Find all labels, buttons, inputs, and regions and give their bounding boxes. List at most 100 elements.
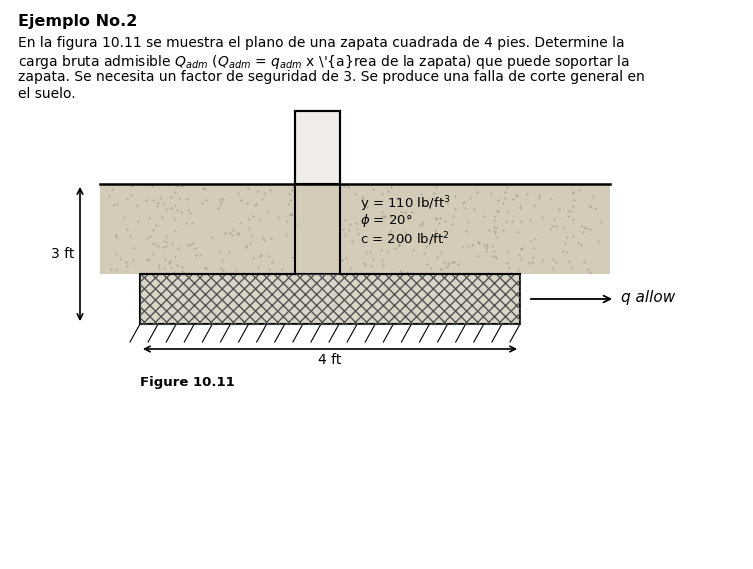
Point — [154, 193, 166, 202]
Point — [169, 215, 181, 224]
Point — [184, 208, 197, 217]
Point — [567, 214, 579, 223]
Point — [121, 195, 133, 204]
Point — [437, 258, 450, 267]
Point — [226, 230, 238, 240]
Point — [252, 263, 264, 272]
Point — [265, 234, 277, 243]
Point — [514, 216, 526, 225]
Point — [511, 190, 523, 199]
Point — [575, 240, 587, 249]
Point — [488, 215, 500, 224]
Point — [143, 255, 155, 265]
Point — [492, 196, 504, 205]
Point — [462, 217, 474, 226]
Point — [152, 199, 164, 208]
Bar — [140, 274, 520, 324]
Point — [163, 258, 175, 267]
Point — [417, 249, 429, 258]
Point — [557, 224, 569, 233]
Point — [212, 203, 224, 212]
Text: 3 ft: 3 ft — [50, 247, 74, 261]
Bar — [295, 111, 340, 184]
Point — [434, 213, 446, 222]
Point — [365, 262, 377, 271]
Point — [165, 193, 177, 202]
Point — [110, 230, 122, 239]
Point — [567, 188, 579, 197]
Point — [528, 243, 540, 252]
Point — [376, 246, 388, 255]
Point — [486, 251, 498, 261]
Point — [501, 207, 514, 216]
Point — [468, 204, 480, 213]
Point — [397, 236, 409, 245]
Point — [158, 199, 170, 208]
Point — [512, 266, 524, 275]
Point — [160, 204, 172, 213]
Point — [181, 206, 194, 215]
Point — [562, 207, 574, 216]
Point — [285, 210, 297, 219]
Point — [496, 225, 508, 234]
Point — [393, 241, 405, 250]
Point — [447, 258, 459, 267]
Point — [506, 217, 518, 226]
Point — [428, 188, 440, 197]
Point — [169, 188, 181, 197]
Point — [489, 222, 501, 232]
Point — [585, 202, 597, 211]
Point — [490, 224, 502, 233]
Point — [111, 199, 123, 208]
Text: Ejemplo No.2: Ejemplo No.2 — [18, 14, 137, 29]
Point — [567, 188, 579, 197]
Point — [186, 218, 198, 227]
Point — [287, 183, 299, 192]
Point — [218, 266, 230, 275]
Point — [125, 190, 137, 199]
Point — [351, 225, 363, 234]
Point — [241, 198, 253, 207]
Point — [376, 255, 389, 264]
Point — [171, 260, 183, 269]
Point — [215, 197, 227, 207]
Point — [157, 242, 169, 251]
Point — [529, 234, 541, 244]
Point — [550, 258, 562, 267]
Point — [383, 228, 395, 237]
Point — [143, 213, 155, 222]
Point — [419, 200, 431, 209]
Point — [501, 183, 513, 192]
Point — [376, 207, 388, 216]
Point — [169, 226, 181, 236]
Point — [359, 261, 371, 270]
Point — [420, 242, 432, 251]
Point — [572, 239, 584, 248]
Text: q allow: q allow — [621, 290, 675, 304]
Point — [431, 183, 443, 192]
Point — [247, 253, 259, 262]
Point — [276, 265, 288, 274]
Point — [402, 214, 414, 223]
Point — [582, 264, 594, 273]
Point — [567, 232, 579, 241]
Point — [565, 206, 577, 215]
Point — [169, 200, 181, 209]
Point — [128, 244, 140, 253]
Point — [180, 218, 192, 228]
Point — [234, 218, 246, 228]
Point — [156, 213, 168, 222]
Point — [178, 267, 190, 276]
Point — [175, 182, 187, 191]
Point — [338, 182, 350, 191]
Point — [416, 218, 428, 227]
Point — [385, 213, 397, 222]
Point — [545, 195, 557, 204]
Point — [214, 195, 226, 204]
Point — [106, 184, 118, 193]
Point — [446, 220, 458, 229]
Point — [127, 255, 139, 265]
Point — [200, 263, 212, 272]
Point — [406, 208, 418, 217]
Point — [529, 200, 541, 209]
